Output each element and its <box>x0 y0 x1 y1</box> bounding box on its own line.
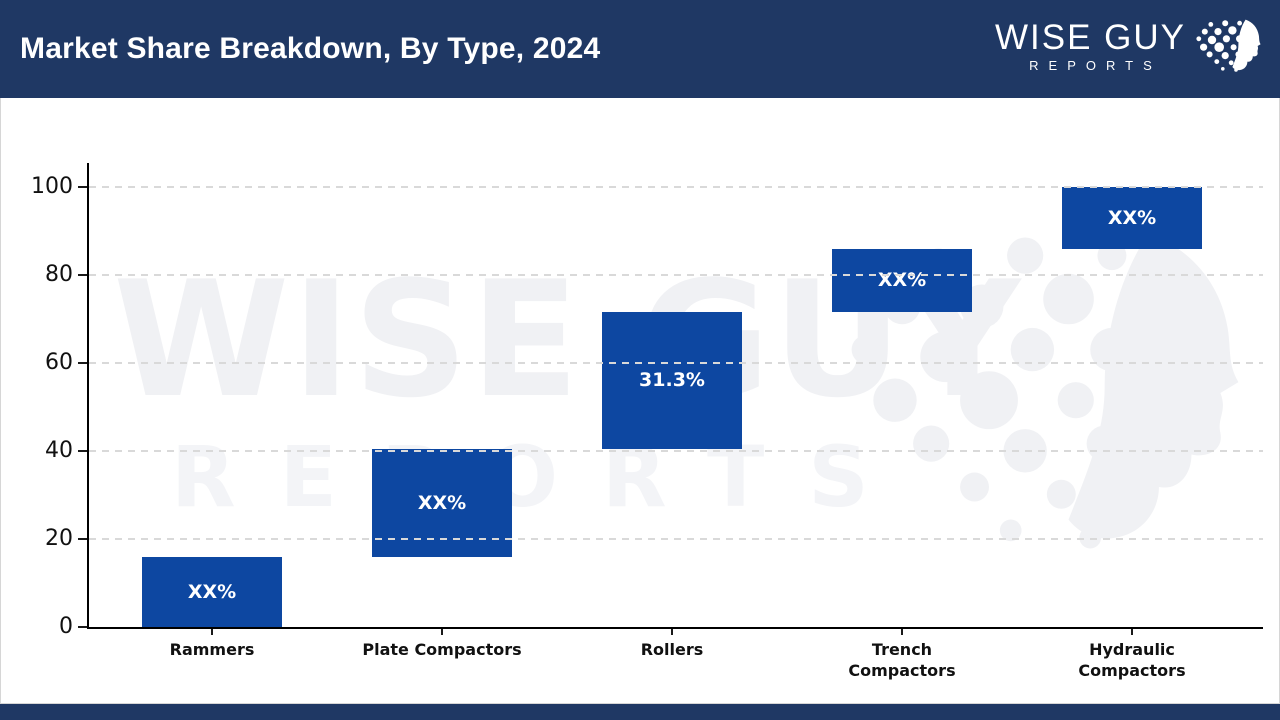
y-tick-mark <box>78 450 87 452</box>
x-tick-mark <box>441 629 443 635</box>
gridline <box>89 186 1263 188</box>
logo-tagline: REPORTS <box>1029 58 1162 73</box>
y-axis-line <box>87 163 89 629</box>
bar-value-label: XX% <box>417 492 467 515</box>
wise-guy-reports-logo: WISE GUY REPORTS <box>995 4 1266 88</box>
y-tick-label: 20 <box>45 526 73 551</box>
y-tick-label: 40 <box>45 438 73 463</box>
watermark-tagline: REPORTS <box>171 428 913 526</box>
x-axis-line <box>87 627 1263 629</box>
gridline <box>89 362 1263 364</box>
y-tick-mark <box>78 538 87 540</box>
footer-bar <box>0 703 1280 720</box>
y-tick-label: 60 <box>45 350 73 375</box>
y-tick-mark <box>78 362 87 364</box>
y-tick-label: 0 <box>59 614 73 639</box>
bar-value-label: XX% <box>1107 206 1157 229</box>
gridline <box>89 538 1263 540</box>
x-category-label: Trench Compactors <box>848 640 956 680</box>
y-tick-mark <box>78 626 87 628</box>
bar-value-label: 31.3% <box>639 369 705 392</box>
gridline <box>89 274 1263 276</box>
waterfall-bar: XX% <box>832 248 972 312</box>
x-category-label: Rollers <box>640 640 704 659</box>
y-tick-label: 100 <box>31 174 73 199</box>
logo-wordmark: WISE GUY <box>994 18 1186 57</box>
x-tick-mark <box>671 629 673 635</box>
x-tick-mark <box>211 629 213 635</box>
x-tick-mark <box>901 629 903 635</box>
chart-area: WISE GUY REPORTS 0 20 40 60 80 100 XX% XX% 31.3%… <box>0 98 1280 704</box>
x-category-label: Rammers <box>169 640 255 659</box>
bar-value-label: XX% <box>187 581 237 603</box>
bar-value-label: XX% <box>877 269 927 292</box>
waterfall-bar: 31.3% <box>602 311 742 450</box>
y-tick-mark <box>78 274 87 276</box>
waterfall-bar: XX% <box>142 557 282 627</box>
waterfall-bar: XX% <box>372 449 512 558</box>
face-dots-icon <box>1188 4 1266 88</box>
x-category-label: Plate Compactors <box>362 640 522 659</box>
y-tick-label: 80 <box>45 262 73 287</box>
gridline <box>89 450 1263 452</box>
x-tick-mark <box>1131 629 1133 635</box>
header-bar: Market Share Breakdown, By Type, 2024 WI… <box>0 0 1280 98</box>
page-title: Market Share Breakdown, By Type, 2024 <box>20 32 601 65</box>
x-category-label: Hydraulic Compactors <box>1078 640 1186 680</box>
y-tick-mark <box>78 186 87 188</box>
waterfall-bar: XX% <box>1062 187 1202 249</box>
